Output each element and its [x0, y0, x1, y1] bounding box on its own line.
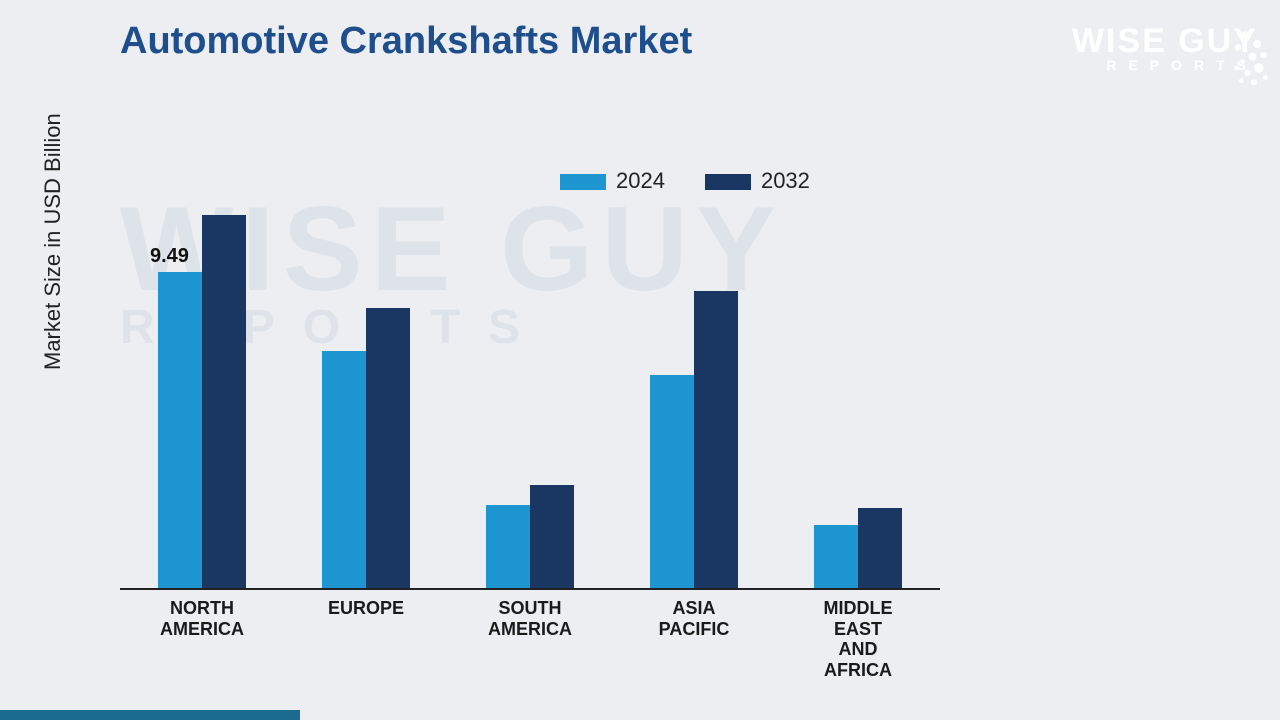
bar-2032 — [858, 508, 902, 588]
bar-2024 — [650, 375, 694, 588]
bar-group — [486, 485, 574, 588]
bar-2032 — [202, 215, 246, 588]
bar-2024 — [486, 505, 530, 588]
x-tick-label: SOUTHAMERICA — [448, 594, 612, 681]
brand-block: WISE GUY REPORTS — [1072, 22, 1258, 73]
bar-2032 — [530, 485, 574, 588]
plot-area: 9.49 NORTHAMERICAEUROPESOUTHAMERICAASIAP… — [120, 190, 940, 590]
x-axis — [120, 588, 940, 590]
x-tick-label: EUROPE — [284, 594, 448, 681]
right-panel: WISE GUY REPORTS — [960, 0, 1280, 720]
brand-head-dots-icon — [1190, 20, 1270, 100]
bar-2024 — [814, 525, 858, 588]
swatch-2032 — [705, 174, 751, 190]
bar-group — [158, 215, 246, 588]
bottom-stripe — [0, 710, 300, 720]
bar-2032 — [366, 308, 410, 588]
bar-group — [650, 291, 738, 588]
x-tick-label: ASIAPACIFIC — [612, 594, 776, 681]
chart-title: Automotive Crankshafts Market — [120, 20, 692, 63]
y-axis-label: Market Size in USD Billion — [40, 113, 66, 370]
bar-value-label: 9.49 — [150, 245, 189, 268]
bar-2032 — [694, 291, 738, 588]
stage: WISE GUY REPORTS Automotive Crankshafts … — [0, 0, 1280, 720]
bar-2024 — [322, 351, 366, 588]
x-labels: NORTHAMERICAEUROPESOUTHAMERICAASIAPACIFI… — [120, 594, 940, 681]
bar-2024 — [158, 272, 202, 588]
bar-group — [322, 308, 410, 588]
swatch-2024 — [560, 174, 606, 190]
x-tick-label: MIDDLEEASTANDAFRICA — [776, 594, 940, 681]
x-tick-label: NORTHAMERICA — [120, 594, 284, 681]
bar-group — [814, 508, 902, 588]
